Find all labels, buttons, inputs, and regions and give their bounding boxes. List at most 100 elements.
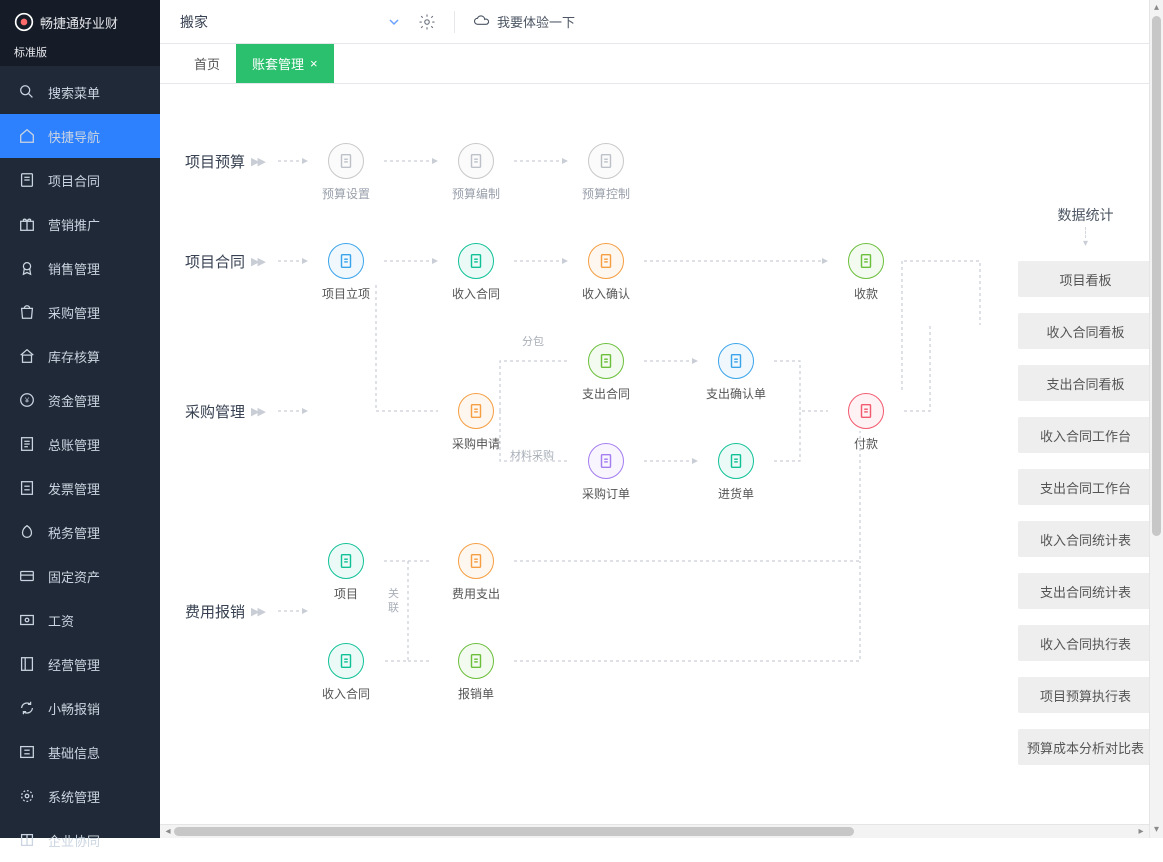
sidebar-item-9[interactable]: 发票管理 bbox=[0, 466, 160, 510]
brand-name: 畅捷通好业财 bbox=[40, 13, 118, 32]
flow-node[interactable]: 收入合同 bbox=[310, 643, 382, 702]
stat-btn-7[interactable]: 收入合同执行表 bbox=[1018, 625, 1153, 661]
scroll-up-button[interactable]: ▴ bbox=[1150, 0, 1163, 16]
doc-icon bbox=[727, 452, 745, 470]
node-label: 报销单 bbox=[440, 685, 512, 702]
flow-node[interactable]: 支出合同 bbox=[570, 343, 642, 402]
horizontal-scrollbar[interactable]: ◂ ▸ bbox=[160, 824, 1149, 838]
doc-icon bbox=[857, 252, 875, 270]
flow-node[interactable]: 报销单 bbox=[440, 643, 512, 702]
scroll-down-button[interactable]: ▾ bbox=[1150, 822, 1163, 838]
collab-icon bbox=[18, 831, 36, 849]
node-label: 收款 bbox=[830, 285, 902, 302]
scroll-right-button[interactable]: ▸ bbox=[1133, 825, 1149, 838]
tab-0[interactable]: 首页 bbox=[178, 44, 236, 83]
connector-label: 联 bbox=[388, 599, 399, 615]
flow-arrow bbox=[510, 157, 572, 165]
sidebar-item-13[interactable]: 经营管理 bbox=[0, 642, 160, 686]
doc-icon bbox=[597, 152, 615, 170]
flow-node[interactable]: 项目 bbox=[310, 543, 382, 602]
sidebar-item-11[interactable]: 固定资产 bbox=[0, 554, 160, 598]
sidebar-item-label: 税务管理 bbox=[48, 523, 100, 542]
flow-node[interactable]: 付款 bbox=[830, 393, 902, 452]
flow-node[interactable]: 进货单 bbox=[700, 443, 772, 502]
node-label: 支出确认单 bbox=[700, 385, 772, 402]
stat-btn-3[interactable]: 收入合同工作台 bbox=[1018, 417, 1153, 453]
flow-node[interactable]: 预算设置 bbox=[310, 143, 382, 202]
close-icon[interactable]: × bbox=[310, 56, 318, 71]
sidebar-item-15[interactable]: 基础信息 bbox=[0, 730, 160, 774]
scroll-thumb-v[interactable] bbox=[1152, 16, 1161, 536]
flow-node[interactable]: 费用支出 bbox=[440, 543, 512, 602]
flow-node[interactable]: 采购申请 bbox=[440, 393, 512, 452]
info-icon bbox=[18, 743, 36, 761]
sidebar-item-label: 快捷导航 bbox=[48, 127, 100, 146]
gear-icon[interactable] bbox=[418, 13, 436, 31]
section-label: 费用报销▶▶ bbox=[185, 601, 264, 622]
doc-icon bbox=[597, 452, 615, 470]
org-selector[interactable]: 搬家 bbox=[180, 12, 400, 32]
sidebar-item-7[interactable]: ¥ 资金管理 bbox=[0, 378, 160, 422]
sidebar-item-label: 经营管理 bbox=[48, 655, 100, 674]
stat-btn-8[interactable]: 项目预算执行表 bbox=[1018, 677, 1153, 713]
sidebar-item-3[interactable]: 营销推广 bbox=[0, 202, 160, 246]
sidebar-item-label: 资金管理 bbox=[48, 391, 100, 410]
sidebar-item-label: 库存核算 bbox=[48, 347, 100, 366]
flow-node[interactable]: 支出确认单 bbox=[700, 343, 772, 402]
flow-node[interactable]: 预算控制 bbox=[570, 143, 642, 202]
flow-node[interactable]: 收入确认 bbox=[570, 243, 642, 302]
sidebar-item-0[interactable]: 搜索菜单 bbox=[0, 70, 160, 114]
sidebar-item-12[interactable]: 工资 bbox=[0, 598, 160, 642]
badge-icon bbox=[18, 259, 36, 277]
chevron-down-icon bbox=[388, 16, 400, 28]
sidebar-item-label: 总账管理 bbox=[48, 435, 100, 454]
doc-icon bbox=[337, 552, 355, 570]
stats-panel: 数据统计 ┆▾ 项目看板收入合同看板支出合同看板收入合同工作台支出合同工作台收入… bbox=[1018, 205, 1153, 781]
ledger-icon bbox=[18, 435, 36, 453]
flow-node[interactable]: 项目立项 bbox=[310, 243, 382, 302]
tab-label: 账套管理 bbox=[252, 54, 304, 73]
flow-arrow bbox=[380, 157, 442, 165]
sidebar-item-label: 项目合同 bbox=[48, 171, 100, 190]
stat-btn-6[interactable]: 支出合同统计表 bbox=[1018, 573, 1153, 609]
sidebar-item-17[interactable]: 企业协同 bbox=[0, 818, 160, 862]
sidebar-item-14[interactable]: 小畅报销 bbox=[0, 686, 160, 730]
stat-btn-5[interactable]: 收入合同统计表 bbox=[1018, 521, 1153, 557]
coin-icon: ¥ bbox=[18, 391, 36, 409]
sidebar-item-1[interactable]: 快捷导航 bbox=[0, 114, 160, 158]
doc-icon bbox=[727, 352, 745, 370]
sidebar-item-2[interactable]: 项目合同 bbox=[0, 158, 160, 202]
biz-icon bbox=[18, 655, 36, 673]
flow-node[interactable]: 收入合同 bbox=[440, 243, 512, 302]
tab-label: 首页 bbox=[194, 54, 220, 73]
stat-btn-1[interactable]: 收入合同看板 bbox=[1018, 313, 1153, 349]
system-icon bbox=[18, 787, 36, 805]
sidebar-item-label: 销售管理 bbox=[48, 259, 100, 278]
connector-label: 分包 bbox=[522, 333, 544, 349]
sidebar-item-8[interactable]: 总账管理 bbox=[0, 422, 160, 466]
node-label: 进货单 bbox=[700, 485, 772, 502]
sidebar-item-16[interactable]: 系统管理 bbox=[0, 774, 160, 818]
stats-arrow-icon: ┆▾ bbox=[1018, 229, 1153, 249]
flow-node[interactable]: 采购订单 bbox=[570, 443, 642, 502]
stat-btn-9[interactable]: 预算成本分析对比表 bbox=[1018, 729, 1153, 765]
flow-node[interactable]: 预算编制 bbox=[440, 143, 512, 202]
sidebar-item-6[interactable]: 库存核算 bbox=[0, 334, 160, 378]
node-label: 预算控制 bbox=[570, 185, 642, 202]
sidebar-item-10[interactable]: 税务管理 bbox=[0, 510, 160, 554]
stat-btn-4[interactable]: 支出合同工作台 bbox=[1018, 469, 1153, 505]
flow-arrow bbox=[274, 407, 312, 415]
experience-button[interactable]: 我要体验一下 bbox=[473, 12, 575, 31]
divider bbox=[454, 11, 455, 33]
section-label: 项目合同▶▶ bbox=[185, 251, 264, 272]
flow-node[interactable]: 收款 bbox=[830, 243, 902, 302]
sidebar-item-4[interactable]: 销售管理 bbox=[0, 246, 160, 290]
tab-1[interactable]: 账套管理 × bbox=[236, 44, 334, 83]
brand-edition: 标准版 bbox=[0, 44, 160, 66]
scroll-thumb-h[interactable] bbox=[174, 827, 854, 836]
stat-btn-2[interactable]: 支出合同看板 bbox=[1018, 365, 1153, 401]
stat-btn-0[interactable]: 项目看板 bbox=[1018, 261, 1153, 297]
sidebar-item-5[interactable]: 采购管理 bbox=[0, 290, 160, 334]
vertical-scrollbar[interactable]: ▴ ▾ bbox=[1149, 0, 1163, 838]
sidebar-item-label: 采购管理 bbox=[48, 303, 100, 322]
